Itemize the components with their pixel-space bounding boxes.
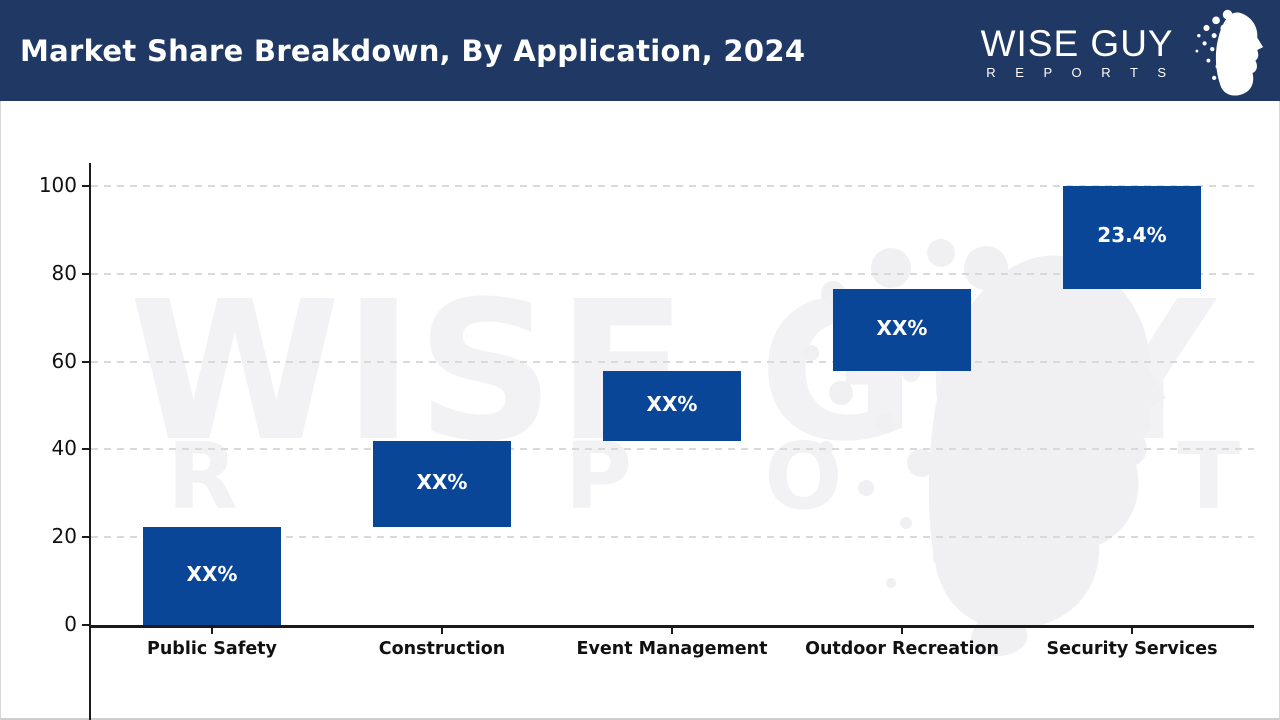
x-axis-spine [89, 625, 1254, 628]
bar-value-label: XX% [416, 469, 468, 494]
chart-canvas: WISE GUY R E P O R T S 020406080100XX%Pu… [0, 101, 1280, 720]
y-tick-mark [82, 536, 90, 539]
gridline-y-20 [91, 536, 1254, 539]
bar-value-label: 23.4% [1097, 223, 1167, 248]
bar-public-safety [143, 527, 281, 625]
y-axis-spine [89, 163, 91, 720]
gridline-y-100 [91, 185, 1254, 187]
x-tick-mark [211, 627, 213, 634]
x-tick-mark [441, 627, 443, 634]
x-tick-mark [901, 627, 903, 634]
x-category-label: Outdoor Recreation [805, 639, 999, 659]
chart-title: Market Share Breakdown, By Application, … [20, 33, 806, 68]
x-category-label: Event Management [576, 639, 768, 659]
y-tick-label: 100 [38, 173, 77, 197]
y-tick-label: 40 [51, 436, 77, 461]
y-tick-label: 20 [51, 524, 77, 549]
bar-security-services [1063, 186, 1201, 289]
gridline-y-60 [91, 360, 1254, 363]
bar-event-management [603, 370, 741, 441]
y-tick-mark [82, 185, 90, 187]
brand-name: WISE GUY [980, 22, 1174, 64]
header-bar: Market Share Breakdown, By Application, … [0, 0, 1280, 101]
x-tick-mark [671, 627, 673, 634]
brand-logo: WISE GUY R E P O R T S [980, 5, 1266, 97]
x-category-label: Public Safety [147, 639, 277, 659]
x-category-label: Construction [378, 639, 506, 659]
y-tick-label: 60 [51, 348, 77, 373]
y-tick-label: 80 [51, 260, 77, 285]
x-tick-mark [1131, 627, 1133, 634]
y-tick-label: 0 [64, 612, 77, 636]
y-tick-mark [82, 448, 90, 451]
bar-value-label: XX% [646, 391, 698, 416]
brand-subname: R E P O R T S [986, 64, 1174, 80]
bar-construction [373, 440, 511, 528]
y-tick-mark [82, 624, 90, 626]
brand-logo-text: WISE GUY R E P O R T S [980, 22, 1174, 81]
brand-face-icon [1195, 9, 1264, 96]
x-category-label: Security Services [1046, 639, 1218, 659]
bar-value-label: XX% [876, 315, 928, 340]
gridline-y-40 [91, 448, 1254, 451]
watermark-face-icon [803, 239, 1166, 657]
y-tick-mark [82, 272, 90, 275]
bar-value-label: XX% [186, 562, 238, 587]
bar-outdoor-recreation [833, 288, 971, 371]
y-tick-mark [82, 360, 90, 363]
gridline-y-80 [91, 272, 1254, 275]
